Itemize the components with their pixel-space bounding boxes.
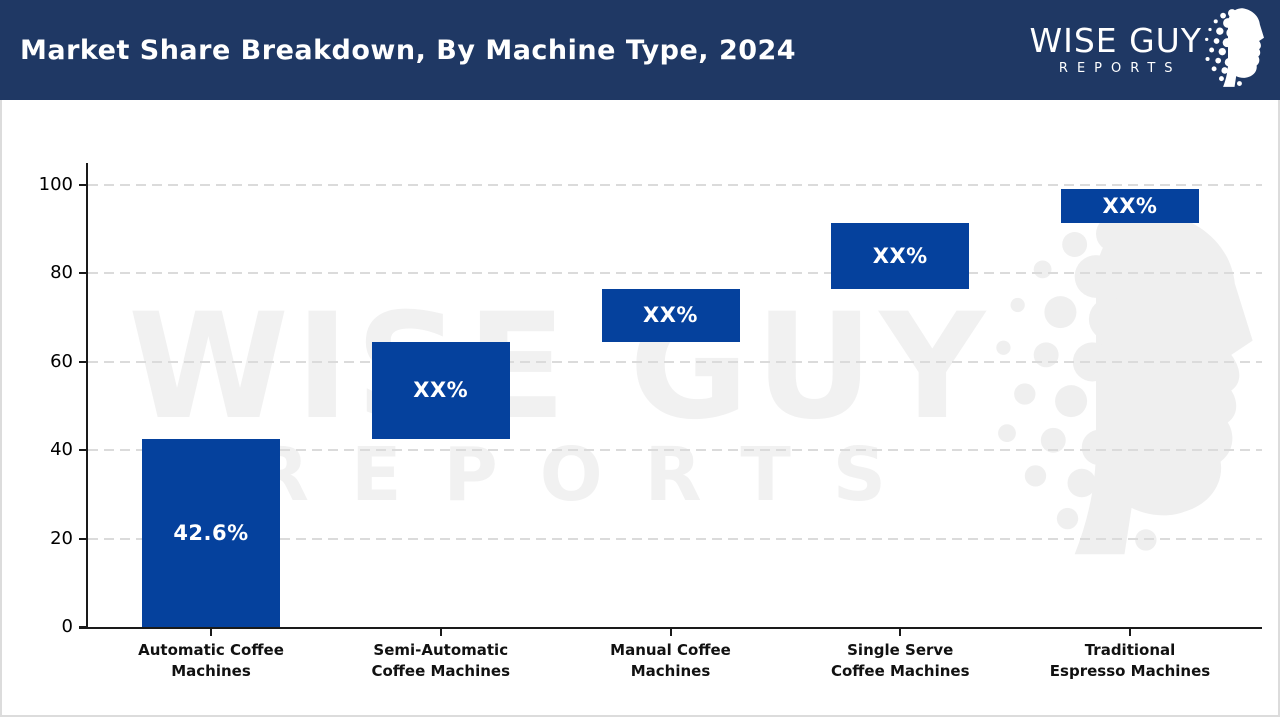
bar-value-label: 42.6% [173,520,249,545]
brand-logo: WISE GUY REPORTS [1029,5,1280,95]
brand-head-icon [1205,8,1264,87]
category-label-line: Traditional [1084,641,1176,659]
y-tick-mark [79,272,88,275]
y-tick-mark [79,360,88,363]
bar: XX% [1061,189,1199,224]
category-label-line: Automatic Coffee [138,641,284,659]
y-tick-label: 40 [50,439,73,461]
y-tick-mark [79,449,88,452]
gridline [88,184,1262,186]
bar: XX% [371,341,510,439]
category-label: Automatic Coffee Machines [96,640,326,682]
category-label-line: Single Serve [847,641,954,659]
bar-value-label: XX% [1102,194,1158,219]
bar-value-label: XX% [643,303,698,328]
category-label: Semi-Automatic Coffee Machines [326,640,556,682]
y-tick-mark [79,537,88,540]
page-title: Market Share Breakdown, By Machine Type,… [20,34,797,66]
gridline [88,537,1262,540]
x-tick-mark [1129,629,1131,636]
x-tick-mark [669,629,672,636]
bar: XX% [831,223,970,289]
category-label-line: Machines [630,662,711,680]
gridline [88,272,1262,275]
category-label: Manual Coffee Machines [556,640,786,682]
y-tick-label: 0 [61,616,73,637]
category-label-line: Coffee Machines [830,662,970,680]
category-label-line: Semi-Automatic [373,641,509,659]
y-tick-mark [79,184,88,186]
category-label-line: Machines [171,662,251,680]
x-tick-mark [210,629,212,636]
gridline [88,449,1262,452]
gridline [88,360,1262,363]
y-tick-label: 60 [50,350,73,372]
header-bar: Market Share Breakdown, By Machine Type,… [0,0,1280,100]
brand-wordmark: WISE GUY REPORTS [1029,21,1202,77]
y-tick-label: 20 [50,527,73,549]
brand-name: WISE GUY [1029,21,1202,60]
category-label-line: Manual Coffee [610,641,731,659]
category-label: Traditional Espresso Machines [1015,640,1245,682]
bar-value-label: XX% [413,378,469,403]
x-tick-mark [899,629,902,636]
bar-value-label: XX% [872,244,928,269]
category-label-line: Espresso Machines [1049,662,1211,680]
y-tick-label: 100 [38,174,73,195]
bar: 42.6% [142,438,280,627]
brand-subname: REPORTS [1058,61,1182,76]
y-tick-label: 80 [50,262,73,284]
x-axis [79,627,1262,629]
x-tick-mark [439,629,442,636]
y-axis [86,163,88,629]
category-label: Single Serve Coffee Machines [785,640,1015,682]
bar: XX% [601,288,740,342]
category-label-line: Coffee Machines [371,662,511,680]
